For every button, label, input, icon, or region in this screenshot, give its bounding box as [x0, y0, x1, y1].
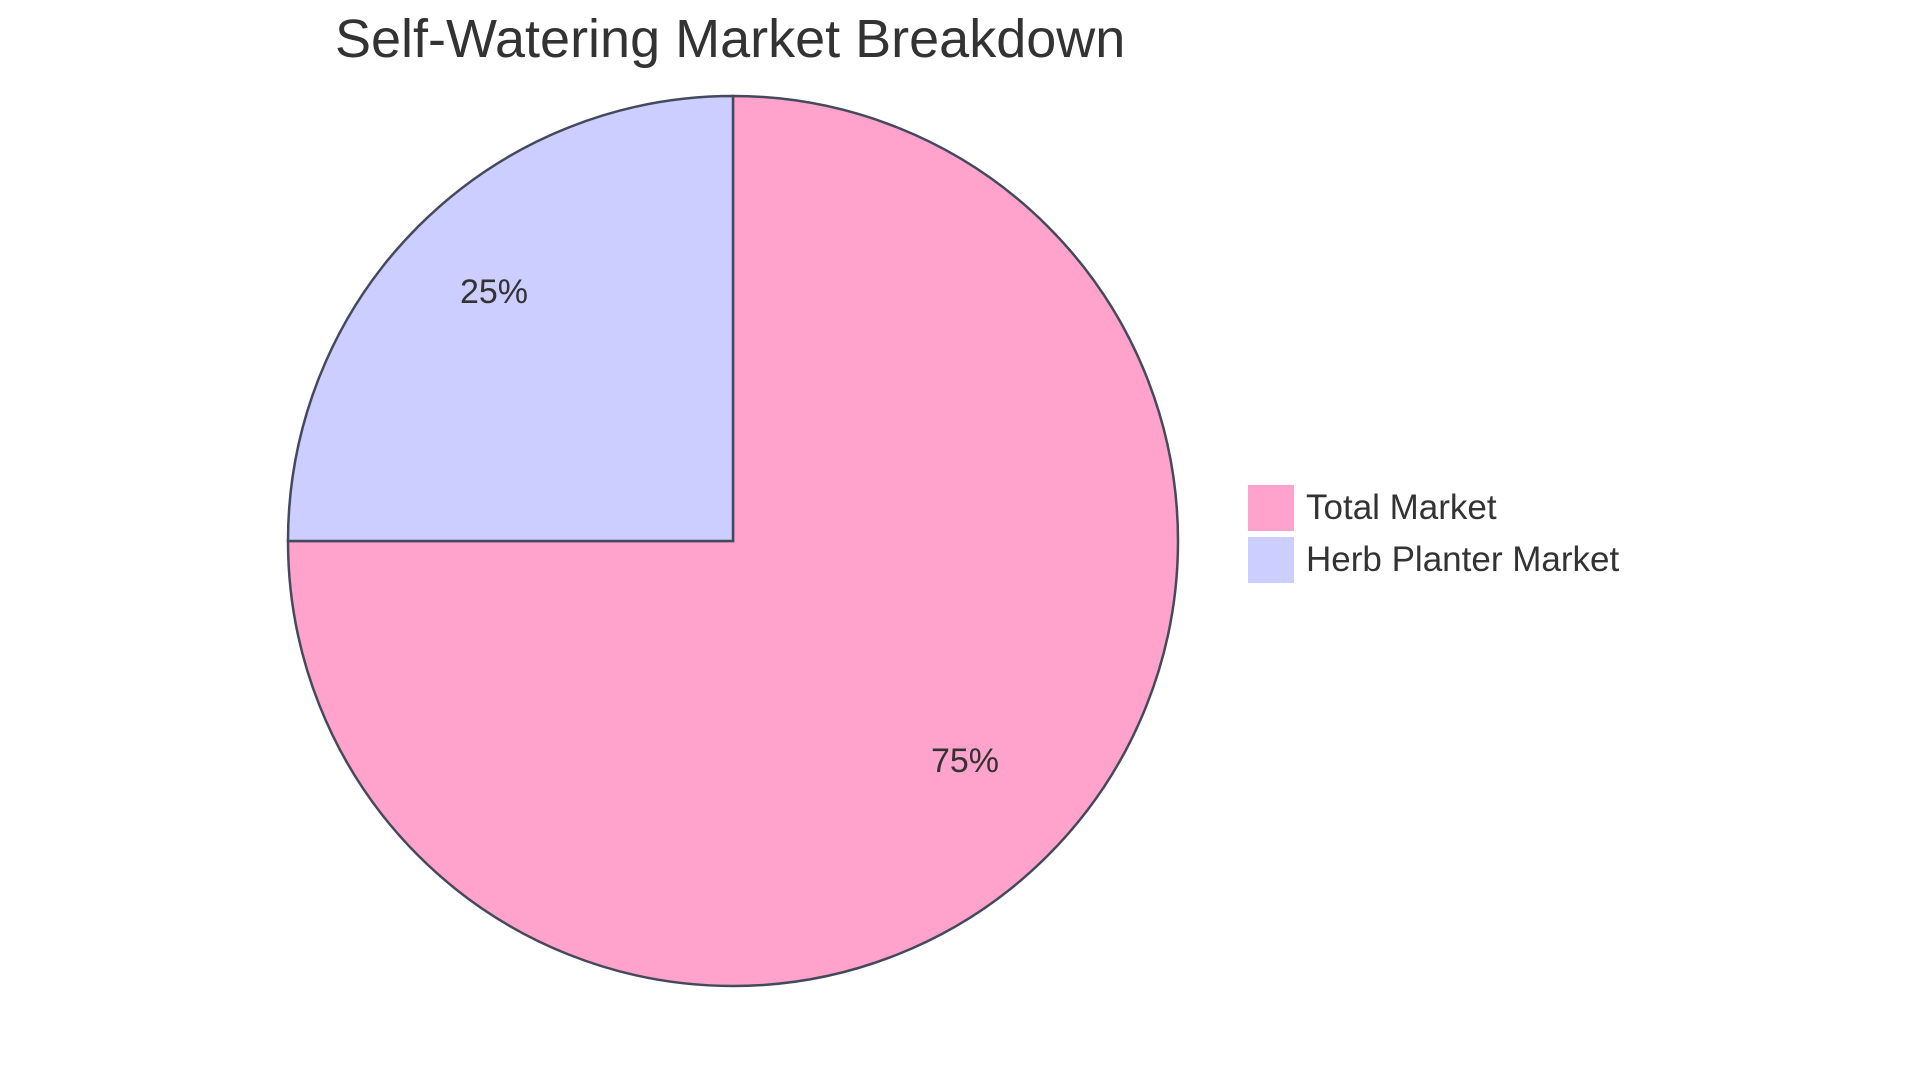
svg-text:75%: 75%	[931, 742, 999, 780]
svg-text:25%: 25%	[460, 273, 528, 311]
